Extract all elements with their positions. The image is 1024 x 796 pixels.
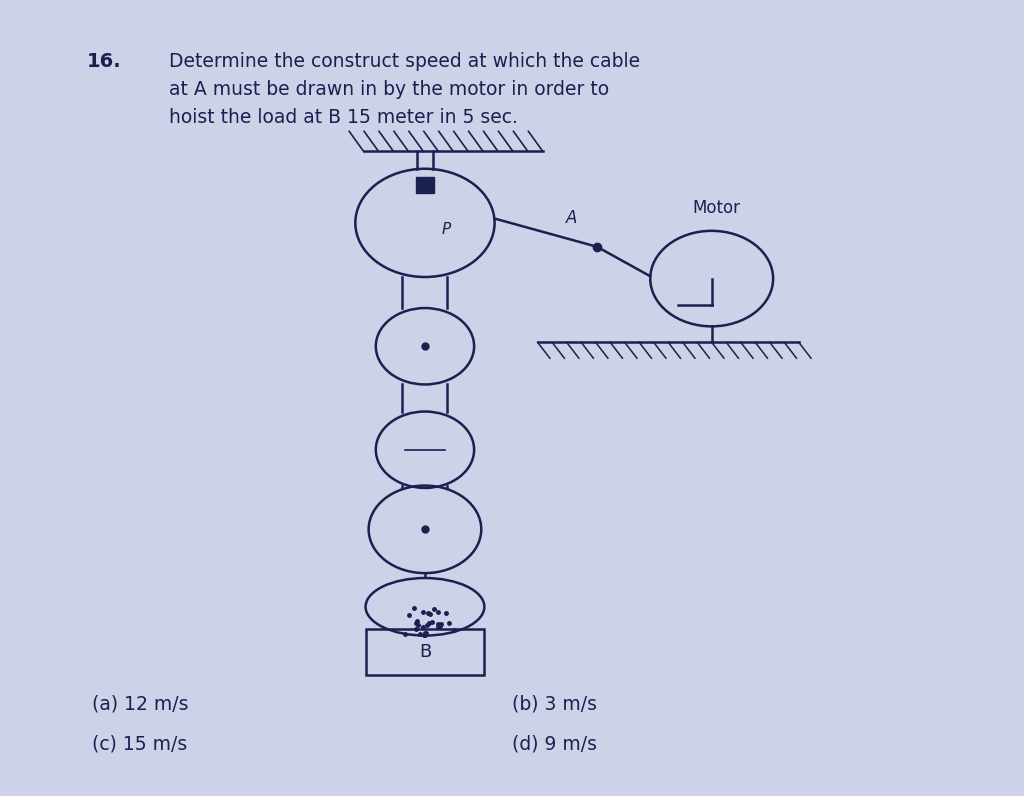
Text: (b) 3 m/s: (b) 3 m/s — [512, 695, 597, 714]
Text: 16.: 16. — [87, 52, 122, 71]
Text: B: B — [419, 643, 431, 661]
Text: A: A — [565, 209, 578, 227]
Bar — [416, 178, 434, 193]
Text: Motor: Motor — [693, 198, 740, 217]
Text: Determine the construct speed at which the cable
at A must be drawn in by the mo: Determine the construct speed at which t… — [169, 52, 640, 127]
Text: (c) 15 m/s: (c) 15 m/s — [92, 735, 187, 754]
Text: (d) 9 m/s: (d) 9 m/s — [512, 735, 597, 754]
Text: (a) 12 m/s: (a) 12 m/s — [92, 695, 188, 714]
Bar — [366, 629, 484, 675]
Text: P: P — [441, 222, 451, 236]
